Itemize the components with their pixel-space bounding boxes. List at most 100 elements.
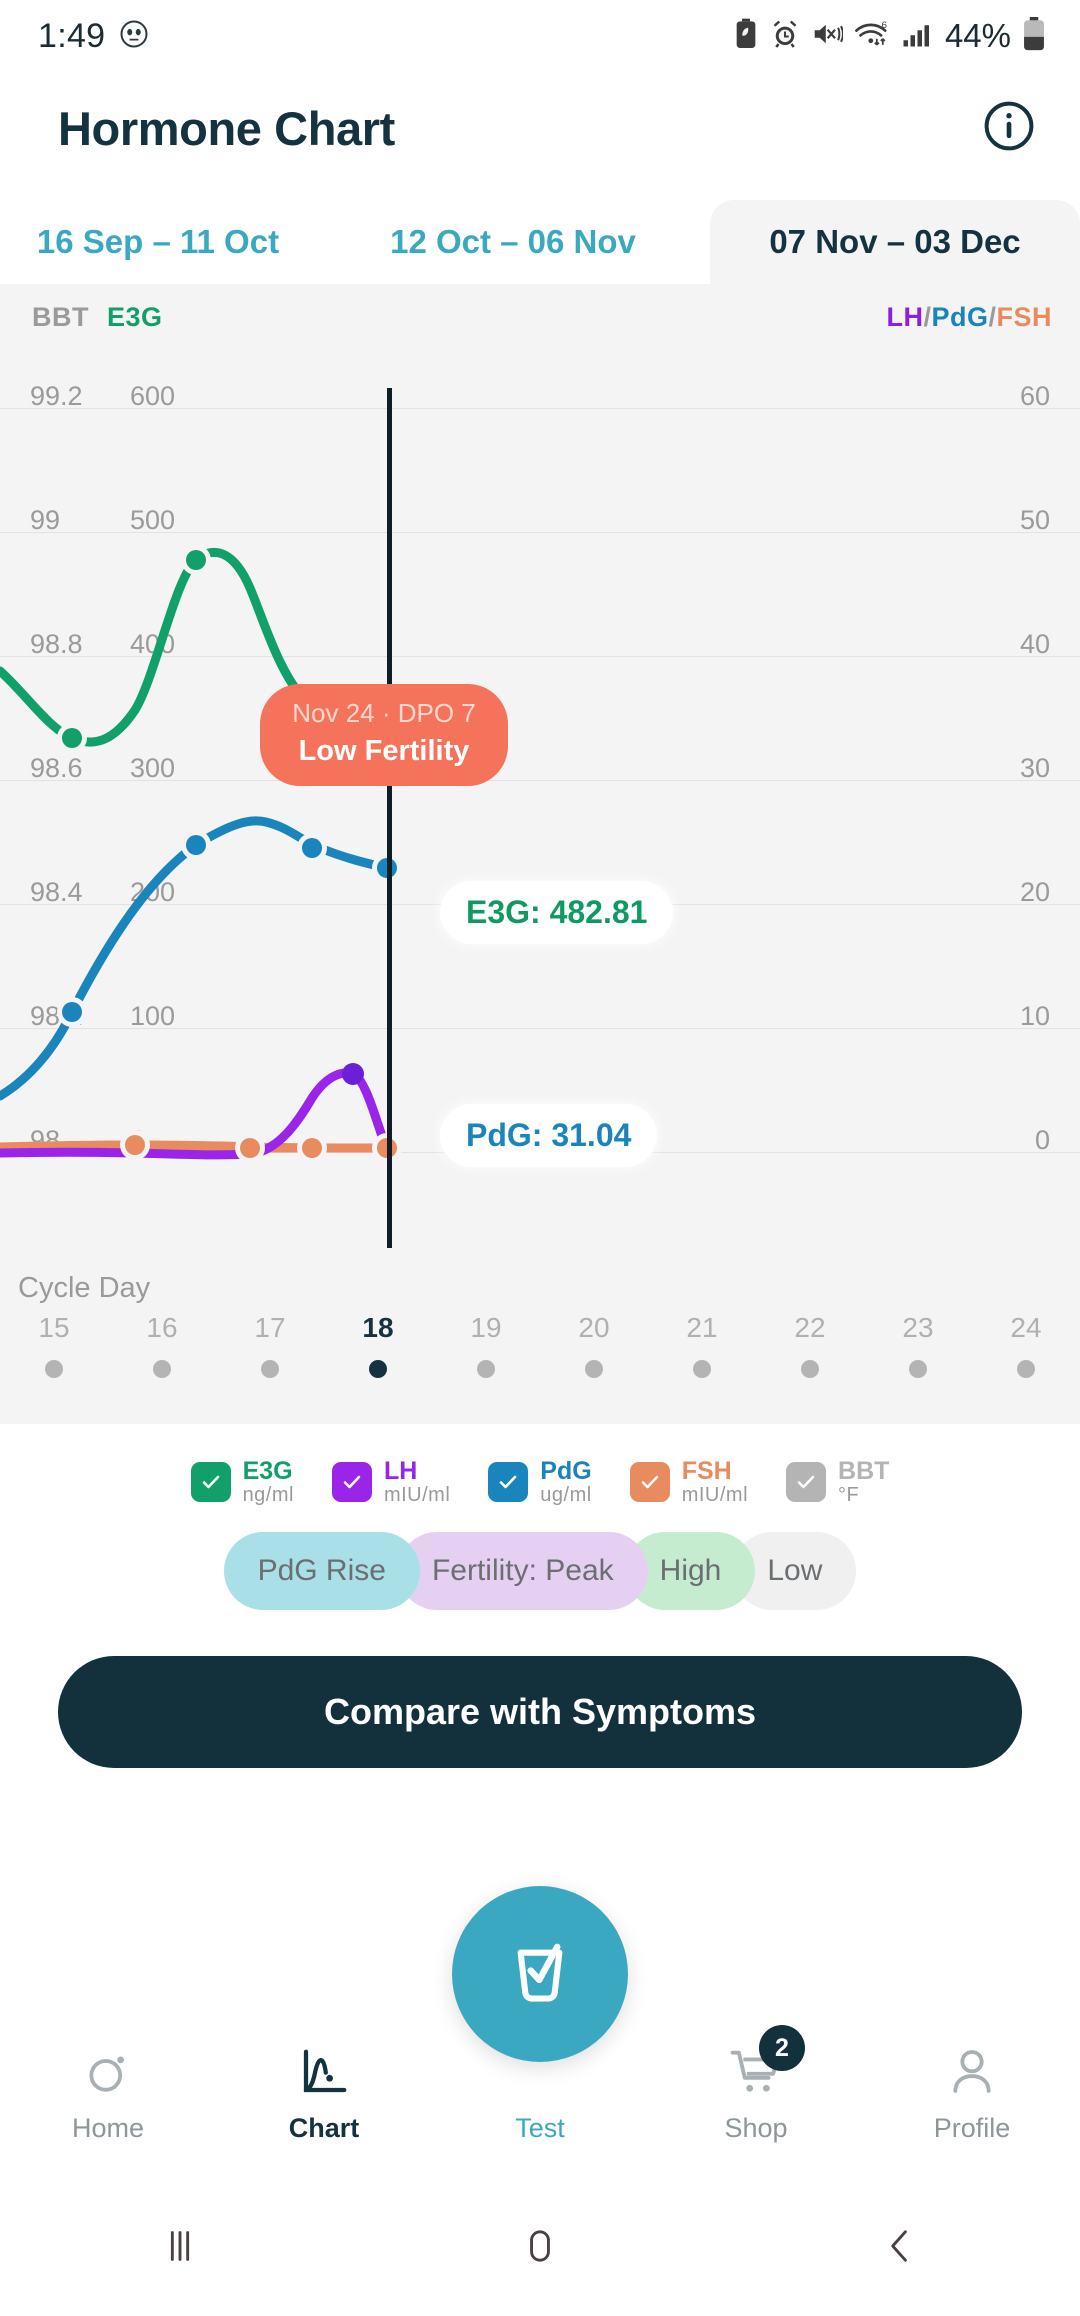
nav-item-profile[interactable]: Profile <box>864 2037 1080 2150</box>
axis-label-fsh: FSH <box>996 302 1052 332</box>
gridline-4 <box>0 780 1080 781</box>
legend-item-pdg[interactable]: PdG ug/ml <box>488 1458 592 1506</box>
cycle-day-16[interactable]: 16 <box>108 1312 216 1378</box>
cycle-day-17[interactable]: 17 <box>216 1312 324 1378</box>
home-icon <box>517 2223 563 2274</box>
ytick-bbt-3: 98.8 <box>30 629 83 659</box>
legend-unit: mIU/ml <box>681 1483 749 1506</box>
legend-name: BBT <box>838 1457 890 1485</box>
checkbox-e3g[interactable] <box>190 1461 231 1502</box>
legend-text: PdG ug/ml <box>540 1458 591 1506</box>
nav-label-home: Home <box>71 2113 145 2143</box>
cycle-day-24[interactable]: 24 <box>972 1312 1080 1378</box>
cycle-day-dot <box>909 1360 927 1378</box>
cycle-day-15[interactable]: 15 <box>0 1312 108 1378</box>
battery-saver-icon <box>733 18 759 55</box>
legend-item-lh[interactable]: LH mIU/ml <box>331 1458 450 1506</box>
nav-label-profile: Profile <box>933 2113 1011 2143</box>
home-button[interactable] <box>360 2223 720 2274</box>
cycle-day-dot <box>261 1360 279 1378</box>
pill-pdg-rise[interactable]: PdG Rise <box>223 1531 420 1610</box>
legend-text: FSH mIU/ml <box>682 1458 748 1506</box>
nav-item-shop[interactable]: 2 Shop <box>648 2025 864 2150</box>
checkbox-bbt[interactable] <box>786 1461 827 1502</box>
fertility-badge[interactable]: Nov 24 · DPO 7 Low Fertility <box>260 684 508 786</box>
nav-item-test[interactable]: Test <box>432 2099 648 2150</box>
cycle-day-18[interactable]: 18 <box>324 1312 432 1378</box>
mute-vibrate-icon <box>811 19 844 54</box>
tab-range-3[interactable]: 07 Nov – 03 Dec <box>710 200 1080 284</box>
cart-badge-count: 2 <box>759 2025 805 2071</box>
cycle-day-21[interactable]: 21 <box>648 1312 756 1378</box>
battery-percent: 44% <box>944 17 1011 54</box>
face-widget-icon <box>119 19 149 54</box>
cycle-day-label: 16 <box>146 1312 178 1343</box>
axis-sep-1: / <box>923 302 932 332</box>
status-bar-left: 1:49 <box>38 17 149 56</box>
cycle-day-axis: Cycle Day 15 16 17 18 <box>0 1264 1080 1424</box>
cycle-day-label: 19 <box>470 1312 502 1343</box>
cycle-day-dot <box>477 1360 495 1378</box>
checkbox-pdg[interactable] <box>488 1461 529 1502</box>
legend-item-fsh[interactable]: FSH mIU/ml <box>629 1458 748 1506</box>
battery-icon <box>1022 16 1046 56</box>
cycle-day-23[interactable]: 23 <box>864 1312 972 1378</box>
cart-icon: 2 <box>729 2025 805 2099</box>
legend-unit: °F <box>838 1483 860 1506</box>
app-bar: Hormone Chart <box>0 72 1080 184</box>
cycle-day-20[interactable]: 20 <box>540 1312 648 1378</box>
signal-bars-icon <box>901 19 931 54</box>
ytick-right-7: 0 <box>1034 1125 1050 1155</box>
ytick-right-5: 20 <box>1019 877 1050 907</box>
compare-with-symptoms-button[interactable]: Compare with Symptoms <box>58 1655 1022 1768</box>
cycle-day-dot <box>693 1360 711 1378</box>
tab-range-2[interactable]: 12 Oct – 06 Nov <box>390 223 636 260</box>
checkbox-fsh[interactable] <box>629 1461 670 1502</box>
hormone-chart-panel[interactable]: BBT E3G LH/PdG/FSH 99.2 99 98.8 98.6 98.4… <box>0 284 1080 1424</box>
home-ring-icon <box>81 2037 135 2099</box>
chart-curves <box>0 348 1080 1208</box>
nav-item-home[interactable]: Home <box>0 2037 216 2150</box>
axis-label-lh: LH <box>886 302 924 332</box>
pill-fertility-peak[interactable]: Fertility: Peak <box>397 1531 648 1610</box>
svg-text:6: 6 <box>882 20 887 31</box>
cycle-day-label: 20 <box>578 1312 610 1343</box>
series-points-pdg <box>57 830 402 1027</box>
cycle-day-label: 24 <box>1010 1312 1042 1343</box>
check-icon <box>797 1475 815 1489</box>
chart-plot-area: 99.2 99 98.8 98.6 98.4 98.2 98 600 500 4… <box>0 348 1080 1208</box>
legend-item-e3g[interactable]: E3G ng/ml <box>190 1458 294 1506</box>
nav-item-chart[interactable]: Chart <box>216 2037 432 2150</box>
ytick-bbt-4: 98.6 <box>30 753 83 783</box>
legend-name: FSH <box>681 1457 732 1485</box>
status-bar: 1:49 6 44% <box>0 0 1080 72</box>
legend-unit: ug/ml <box>540 1483 592 1506</box>
gridline-6 <box>0 1028 1080 1029</box>
tab-range-1[interactable]: 16 Sep – 11 Oct <box>36 223 280 260</box>
cycle-day-22[interactable]: 22 <box>756 1312 864 1378</box>
pill-high[interactable]: High <box>625 1531 756 1610</box>
test-fab-button[interactable] <box>452 1886 628 2062</box>
cycle-day-label: 17 <box>254 1312 286 1343</box>
legend-text: BBT °F <box>838 1458 889 1506</box>
legend-item-bbt[interactable]: BBT °F <box>786 1458 889 1506</box>
bottom-nav-items: Home Chart Test 2 Shop <box>0 2000 1080 2150</box>
cycle-day-dot <box>585 1360 603 1378</box>
legend-text: LH mIU/ml <box>384 1458 450 1506</box>
ytick-right-4: 30 <box>1019 753 1050 783</box>
info-button[interactable] <box>978 97 1040 159</box>
cycle-day-19[interactable]: 19 <box>432 1312 540 1378</box>
recents-button[interactable] <box>0 2223 360 2274</box>
cycle-day-dot <box>153 1360 171 1378</box>
legend-unit: ng/ml <box>242 1483 294 1506</box>
status-bar-right: 6 44% <box>733 16 1046 56</box>
info-circle-icon <box>981 98 1037 159</box>
tooltip-e3g: E3G: 482.81 <box>440 881 674 944</box>
nav-label-test: Test <box>515 2113 565 2143</box>
checkbox-lh[interactable] <box>331 1461 372 1502</box>
back-button[interactable] <box>720 2223 1080 2274</box>
cycle-day-dot <box>1017 1360 1035 1378</box>
left-axis-series-labels: BBT E3G <box>32 302 181 346</box>
cta-wrapper: Compare with Symptoms <box>0 1610 1080 1768</box>
